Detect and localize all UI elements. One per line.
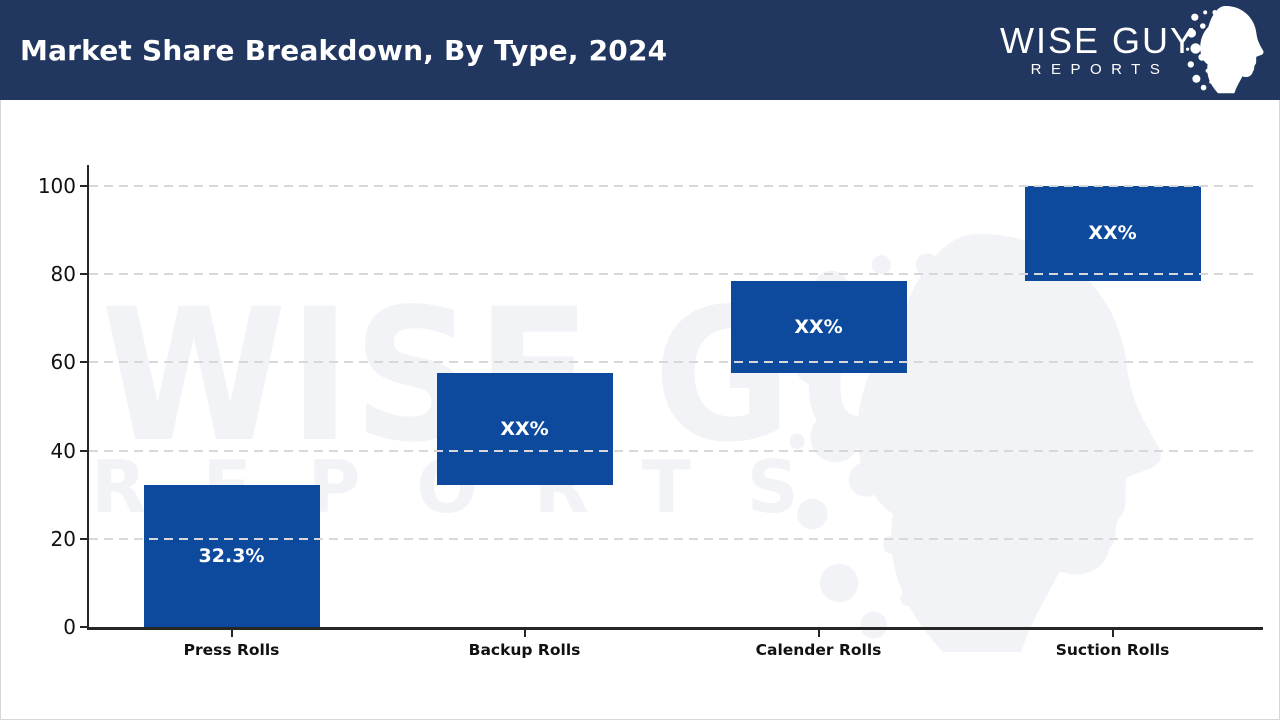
logo-face-icon <box>1186 5 1264 94</box>
y-tick-100 <box>80 185 87 187</box>
y-tick-label-40: 40 <box>50 438 76 463</box>
x-axis-line <box>87 627 1263 630</box>
bar-press-rolls: 32.3% <box>143 484 320 627</box>
y-tick-label-0: 0 <box>63 615 76 639</box>
chart-area: WISE GUY REPORTS 32.3% XX% XX% XX% 0 20 40 60 80… <box>0 100 1280 720</box>
bar-calender-rolls: XX% <box>730 280 907 373</box>
y-tick-label-80: 80 <box>50 262 76 287</box>
y-tick-0 <box>80 626 87 628</box>
x-tick-press-rolls <box>230 630 233 637</box>
x-tick-backup-rolls <box>523 630 526 637</box>
gridline-80 <box>89 273 1253 276</box>
y-tick-label-100: 100 <box>37 174 76 198</box>
y-tick-60 <box>80 361 87 364</box>
x-tick-calender-rolls <box>817 630 820 637</box>
bar-value-label: XX% <box>500 417 549 440</box>
y-tick-label-60: 60 <box>50 350 76 375</box>
gridline-20 <box>89 537 1253 540</box>
gridline-60 <box>89 361 1253 364</box>
x-category-label-press-rolls: Press Rolls <box>183 641 280 659</box>
bar-value-label: 32.3% <box>198 544 265 567</box>
y-axis-line <box>87 165 89 629</box>
y-tick-40 <box>80 449 87 452</box>
y-tick-20 <box>80 537 87 540</box>
bar-suction-rolls: XX% <box>1024 186 1201 281</box>
logo-reports-label: REPORTS <box>1030 61 1170 78</box>
wise-guy-logo: WISE GUY REPORTS <box>1000 2 1280 98</box>
y-tick-80 <box>80 273 87 276</box>
bar-value-label: XX% <box>1088 222 1137 245</box>
bar-backup-rolls: XX% <box>436 372 613 485</box>
header-bar: Market Share Breakdown, By Type, 2024 WI… <box>0 0 1280 100</box>
chart-title: Market Share Breakdown, By Type, 2024 <box>20 33 668 67</box>
logo-wordmark-line1: WISE GUY <box>999 20 1196 61</box>
gridline-100 <box>89 185 1253 187</box>
x-category-label-calender-rolls: Calender Rolls <box>755 641 882 659</box>
logo-wordmark: WISE GUY REPORTS <box>999 20 1196 78</box>
x-tick-suction-rolls <box>1111 630 1114 637</box>
x-category-label-suction-rolls: Suction Rolls <box>1055 641 1170 659</box>
gridline-40 <box>89 449 1253 452</box>
bar-value-label: XX% <box>794 315 843 338</box>
x-category-label-backup-rolls: Backup Rolls <box>468 641 581 659</box>
y-tick-label-20: 20 <box>50 526 76 551</box>
